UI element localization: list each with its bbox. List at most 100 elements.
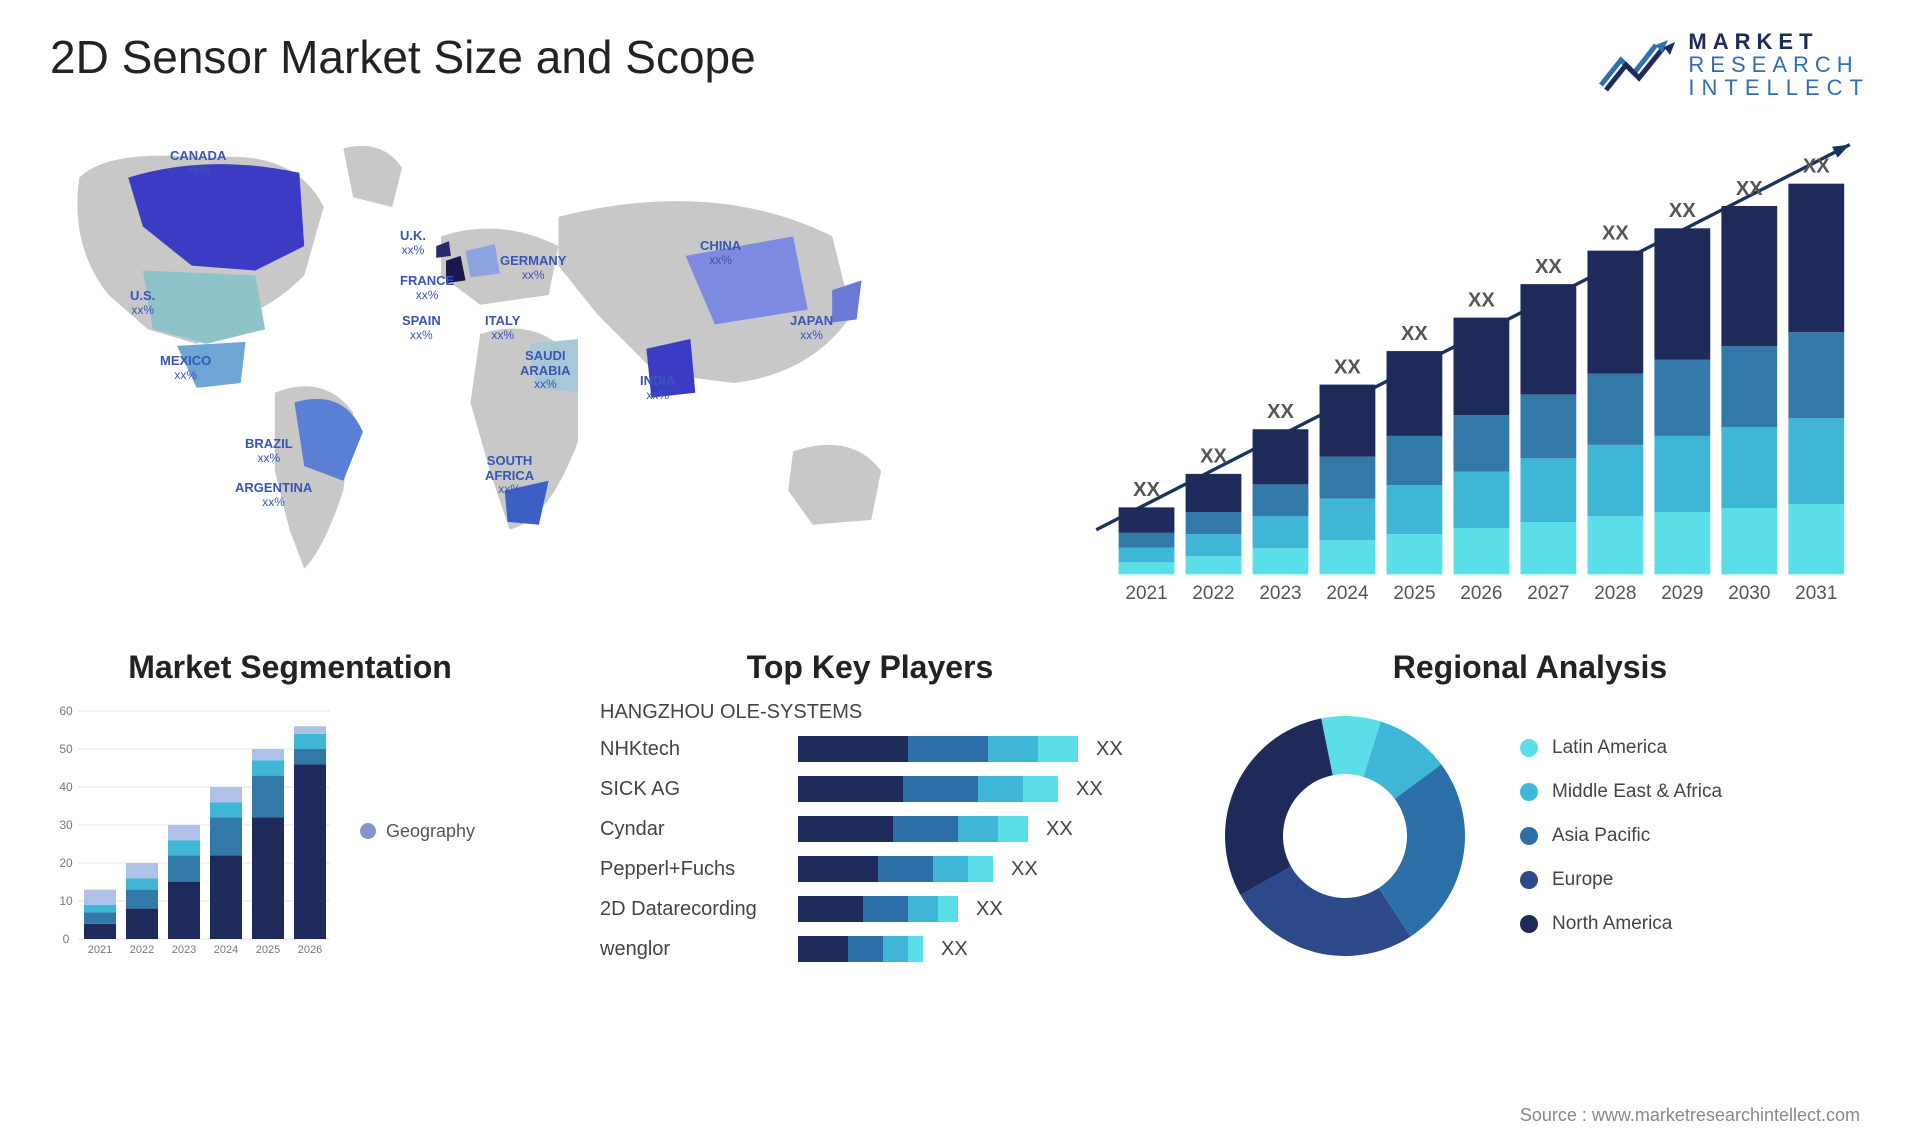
svg-text:XX: XX: [1133, 479, 1160, 501]
player-bar: [798, 776, 1058, 802]
svg-text:XX: XX: [1736, 178, 1763, 200]
legend-dot: [1520, 739, 1538, 757]
player-value: XX: [976, 898, 1003, 921]
legend-dot: [1520, 783, 1538, 801]
player-bar: [798, 816, 1028, 842]
regional-panel: Regional Analysis Latin AmericaMiddle Ea…: [1210, 649, 1850, 971]
svg-text:XX: XX: [1669, 200, 1696, 222]
player-value: XX: [1046, 818, 1073, 841]
player-value: XX: [1011, 858, 1038, 881]
country-label: MEXICOxx%: [160, 354, 211, 381]
players-title: Top Key Players: [560, 649, 1180, 686]
player-row: NHKtechXX: [600, 736, 1180, 762]
svg-text:XX: XX: [1200, 446, 1227, 468]
growth-chart-panel: XX 2021 XX 2022 XX 2023 XX 2024 XX 2025 XX 2026 XX 20…: [970, 119, 1870, 619]
svg-text:XX: XX: [1535, 256, 1562, 278]
country-label: JAPANxx%: [790, 314, 833, 341]
svg-text:2030: 2030: [1728, 583, 1770, 604]
country-label: CANADAxx%: [170, 149, 226, 176]
svg-text:2021: 2021: [88, 944, 112, 956]
regional-legend-item: Middle East & Africa: [1520, 781, 1722, 803]
svg-text:20: 20: [59, 856, 73, 870]
player-bar: [798, 936, 923, 962]
regional-legend-item: Asia Pacific: [1520, 825, 1722, 847]
country-label: CHINAxx%: [700, 239, 741, 266]
svg-text:0: 0: [63, 932, 70, 946]
svg-text:XX: XX: [1334, 357, 1361, 379]
player-name: wenglor: [600, 938, 780, 961]
svg-text:XX: XX: [1803, 156, 1830, 178]
country-label: SOUTHAFRICAxx%: [485, 454, 534, 496]
svg-text:2023: 2023: [1259, 583, 1301, 604]
svg-text:2025: 2025: [1393, 583, 1435, 604]
brand-logo: MARKET RESEARCH INTELLECT: [1596, 30, 1870, 99]
regional-legend-item: Latin America: [1520, 737, 1722, 759]
regional-legend-item: Europe: [1520, 869, 1722, 891]
svg-text:50: 50: [59, 742, 73, 756]
svg-text:2028: 2028: [1594, 583, 1636, 604]
player-name: SICK AG: [600, 778, 780, 801]
legend-dot: [1520, 827, 1538, 845]
segmentation-legend-label: Geography: [386, 821, 475, 842]
regional-legend-item: North America: [1520, 913, 1722, 935]
player-name: Cyndar: [600, 818, 780, 841]
world-map-panel: CANADAxx%U.S.xx%MEXICOxx%BRAZILxx%ARGENT…: [50, 119, 930, 619]
country-label: ITALYxx%: [485, 314, 520, 341]
svg-text:2022: 2022: [1192, 583, 1234, 604]
regional-legend: Latin America Middle East & Africa Asia Pa…: [1520, 737, 1722, 935]
segmentation-panel: Market Segmentation 01020304050602021202…: [50, 649, 530, 971]
svg-text:2024: 2024: [1326, 583, 1368, 604]
svg-text:2026: 2026: [1460, 583, 1502, 604]
player-value: XX: [941, 938, 968, 961]
svg-text:XX: XX: [1267, 401, 1294, 423]
player-row: Pepperl+Fuchs XX: [600, 856, 1180, 882]
segmentation-legend-dot: [360, 823, 376, 839]
logo-line2: RESEARCH: [1688, 53, 1870, 76]
country-label: U.K.xx%: [400, 229, 426, 256]
player-name: Pepperl+Fuchs: [600, 858, 780, 881]
players-panel: Top Key Players HANGZHOU OLE-SYSTEMS NHK…: [560, 649, 1180, 971]
country-label: U.S.xx%: [130, 289, 155, 316]
page-title: 2D Sensor Market Size and Scope: [50, 30, 756, 84]
svg-text:2024: 2024: [214, 944, 238, 956]
growth-chart: XX 2021 XX 2022 XX 2023 XX 2024 XX 2025 XX 2026 XX 20…: [980, 139, 1860, 619]
svg-text:XX: XX: [1468, 290, 1495, 312]
players-list: NHKtechXX SICK AG XX Cyndar XX Pepperl+Fuchs X…: [560, 736, 1180, 962]
player-name: 2D Datarecording: [600, 898, 780, 921]
player-row: wenglor XX: [600, 936, 1180, 962]
legend-label: Latin America: [1552, 737, 1667, 759]
svg-text:2022: 2022: [130, 944, 154, 956]
player-value: XX: [1076, 778, 1103, 801]
segmentation-legend: Geography: [360, 821, 475, 842]
map-uk: [436, 242, 451, 259]
country-label: GERMANYxx%: [500, 254, 566, 281]
player-row: 2D Datarecording XX: [600, 896, 1180, 922]
players-header: HANGZHOU OLE-SYSTEMS: [560, 701, 1180, 724]
segmentation-title: Market Segmentation: [50, 649, 530, 686]
segmentation-chart: 0102030405060202120222023202420252026: [50, 701, 330, 961]
svg-text:2023: 2023: [172, 944, 196, 956]
svg-text:60: 60: [59, 704, 73, 718]
legend-dot: [1520, 871, 1538, 889]
svg-text:2026: 2026: [298, 944, 322, 956]
logo-icon: [1596, 35, 1676, 95]
source-attribution: Source : www.marketresearchintellect.com: [1520, 1105, 1860, 1126]
logo-line3: INTELLECT: [1688, 76, 1870, 99]
player-value: XX: [1096, 738, 1123, 761]
player-row: SICK AG XX: [600, 776, 1180, 802]
regional-donut: [1210, 701, 1480, 971]
logo-line1: MARKET: [1688, 30, 1870, 53]
country-label: ARGENTINAxx%: [235, 481, 312, 508]
svg-text:2031: 2031: [1795, 583, 1837, 604]
svg-text:10: 10: [59, 894, 73, 908]
legend-label: Middle East & Africa: [1552, 781, 1722, 803]
legend-dot: [1520, 915, 1538, 933]
country-label: SPAINxx%: [402, 314, 441, 341]
player-bar: [798, 736, 1078, 762]
country-label: SAUDIARABIAxx%: [520, 349, 571, 391]
svg-text:XX: XX: [1602, 223, 1629, 245]
legend-label: Europe: [1552, 869, 1613, 891]
svg-text:2025: 2025: [256, 944, 280, 956]
svg-text:2021: 2021: [1125, 583, 1167, 604]
player-row: Cyndar XX: [600, 816, 1180, 842]
